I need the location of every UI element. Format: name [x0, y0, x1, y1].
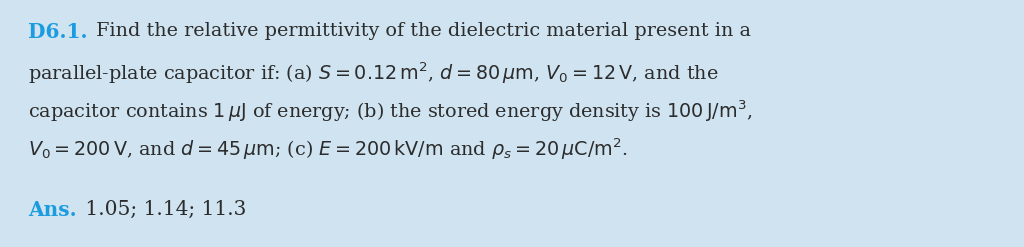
Text: 1.05; 1.14; 11.3: 1.05; 1.14; 11.3 — [79, 200, 246, 219]
Text: Ans.: Ans. — [28, 200, 77, 220]
Text: parallel-plate capacitor if: (a) $S = 0.12\,\mathrm{m}^2$, $d = 80\,\mu\mathrm{m: parallel-plate capacitor if: (a) $S = 0.… — [28, 60, 719, 85]
Text: Find the relative permittivity of the dielectric material present in a: Find the relative permittivity of the di… — [89, 22, 751, 40]
Text: $V_0 = 200\,\mathrm{V}$, and $d = 45\,\mu\mathrm{m}$; (c) $E = 200\,\mathrm{kV/m: $V_0 = 200\,\mathrm{V}$, and $d = 45\,\m… — [28, 136, 628, 162]
Text: D6.1.: D6.1. — [28, 22, 87, 42]
Text: capacitor contains $1\,\mu\mathrm{J}$ of energy; (b) the stored energy density i: capacitor contains $1\,\mu\mathrm{J}$ of… — [28, 98, 753, 124]
